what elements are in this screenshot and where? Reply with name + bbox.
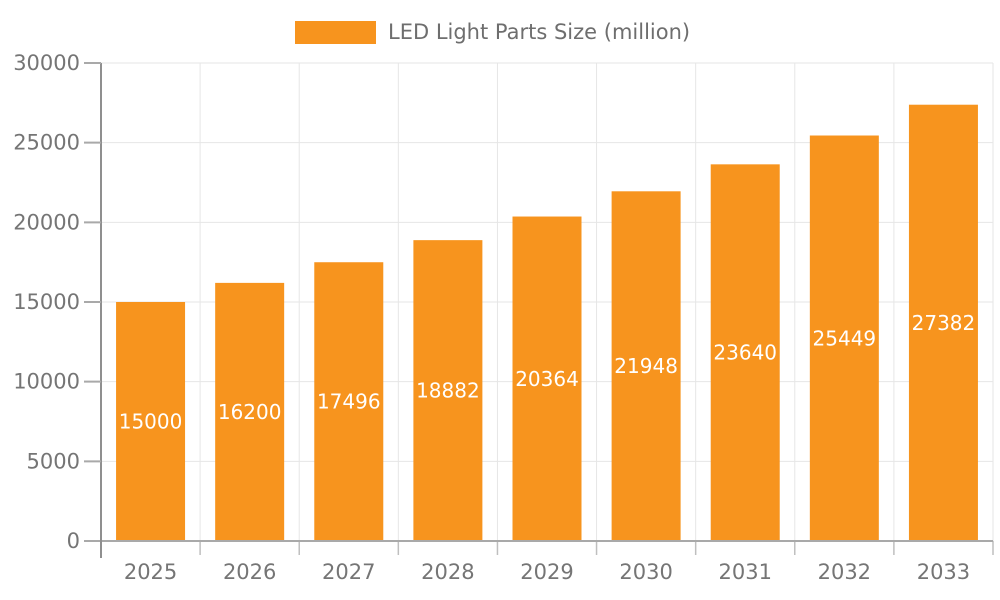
bar-2026[interactable] <box>215 282 285 541</box>
x-axis-label-2033: 2033 <box>917 560 970 584</box>
y-axis-label-25000: 25000 <box>13 131 80 155</box>
bar-value-label: 20364 <box>515 367 579 391</box>
bar-2029[interactable] <box>512 216 582 541</box>
bar-value-label: 17496 <box>317 390 381 414</box>
x-axis-label-2029: 2029 <box>520 560 573 584</box>
bar-2033[interactable] <box>908 104 978 541</box>
bar-2030[interactable] <box>611 191 681 541</box>
bar-value-label: 18882 <box>416 379 480 403</box>
legend-swatch-icon <box>295 21 376 44</box>
legend-label: LED Light Parts Size (million) <box>388 20 691 44</box>
bar-2027[interactable] <box>314 262 384 541</box>
bar-value-label: 21948 <box>614 354 678 378</box>
x-axis-label-2030: 2030 <box>619 560 672 584</box>
y-axis-label-10000: 10000 <box>13 370 80 394</box>
bar-2032[interactable] <box>809 135 879 541</box>
bar-2028[interactable] <box>413 240 483 542</box>
x-axis-label-2028: 2028 <box>421 560 474 584</box>
bar-value-label: 27382 <box>912 311 976 335</box>
x-axis-label-2025: 2025 <box>124 560 177 584</box>
x-axis-label-2026: 2026 <box>223 560 276 584</box>
bar-2031[interactable] <box>710 164 780 541</box>
bar-value-label: 16200 <box>218 400 282 424</box>
bar-value-label: 25449 <box>813 326 877 350</box>
y-axis-label-5000: 5000 <box>27 449 80 473</box>
y-axis-label-30000: 30000 <box>13 51 80 75</box>
bar-value-label: 15000 <box>119 410 183 434</box>
y-axis-label-15000: 15000 <box>13 290 80 314</box>
x-axis-label-2027: 2027 <box>322 560 375 584</box>
x-axis-label-2032: 2032 <box>818 560 871 584</box>
y-axis-label-0: 0 <box>67 529 80 553</box>
x-axis-label-2031: 2031 <box>718 560 771 584</box>
bar-value-label: 23640 <box>713 341 777 365</box>
y-axis-label-20000: 20000 <box>13 210 80 234</box>
bar-2025[interactable] <box>116 302 186 541</box>
legend[interactable]: LED Light Parts Size (million) <box>295 20 690 45</box>
